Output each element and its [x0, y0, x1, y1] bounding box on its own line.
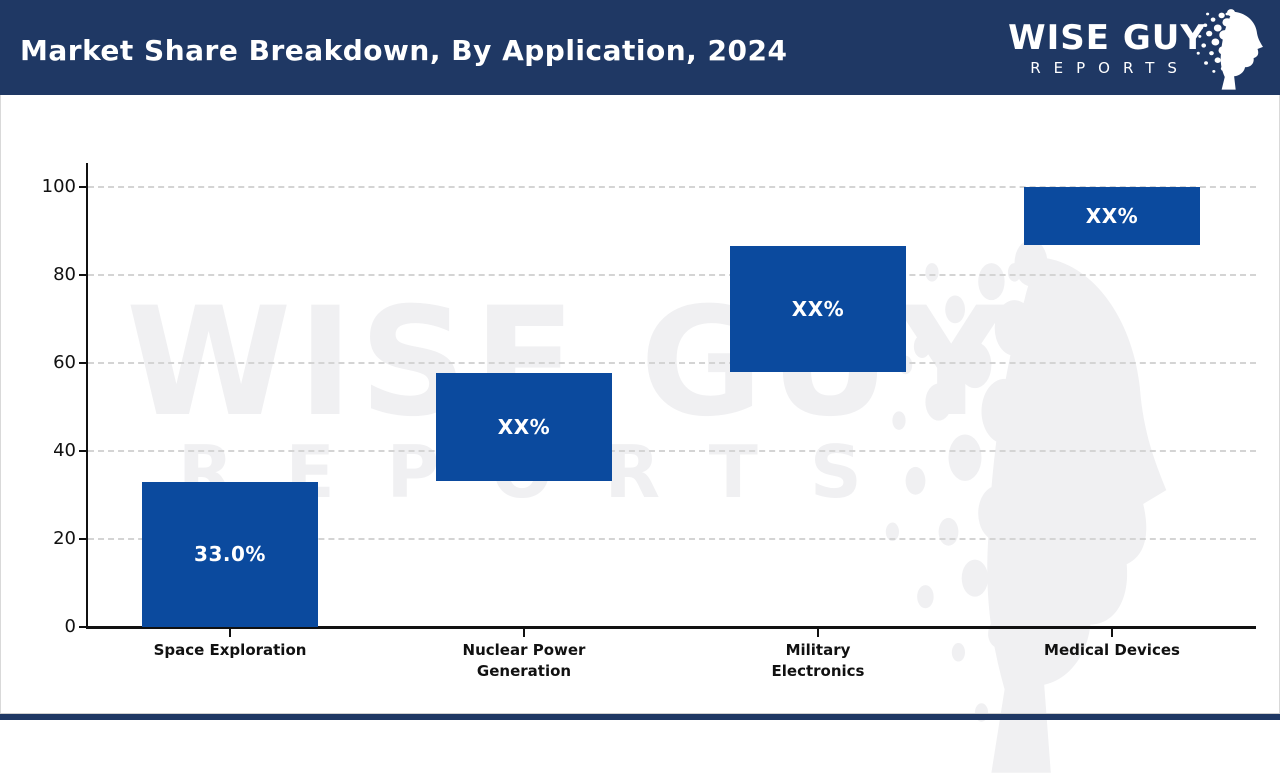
head-profile-logo-icon: [1196, 9, 1263, 90]
y-tick-label: 60: [53, 352, 76, 373]
footer-bar: [0, 714, 1280, 720]
y-axis-spine: [86, 163, 88, 629]
logo-wiseguy-wordmark: WISE GUY: [1008, 18, 1206, 59]
gridline: [88, 450, 1256, 452]
header: Market Share Breakdown, By Application, …: [0, 0, 1280, 95]
y-tick: [79, 186, 88, 188]
bar-value-label: XX%: [791, 297, 845, 322]
y-tick-label: 40: [53, 440, 76, 461]
x-tick: [817, 629, 819, 637]
x-category-label-line: Electronics: [771, 662, 865, 680]
y-tick: [79, 274, 88, 276]
footer-divider: [0, 713, 1280, 714]
logo-reports-wordmark: REPORTS: [1030, 58, 1190, 77]
x-tick: [523, 629, 525, 637]
y-tick: [79, 538, 88, 540]
x-category-label-line: Military: [785, 641, 851, 659]
plot-area: 0 20 40 60 80 100 33.0% Space Exploration XX% Nuc…: [41, 163, 1256, 682]
y-tick-label: 80: [53, 264, 76, 285]
y-tick: [79, 626, 88, 628]
y-tick-label: 20: [53, 528, 76, 549]
bar-value-label: 33.0%: [194, 542, 266, 567]
x-tick: [229, 629, 231, 637]
y-tick-label: 0: [64, 616, 76, 637]
x-category-label-line: Medical Devices: [1044, 641, 1180, 659]
logo: WISE GUY REPORTS: [1008, 6, 1270, 92]
x-category-label: Space Exploration: [110, 640, 350, 661]
bar: XX%: [730, 245, 906, 373]
gridline: [88, 274, 1256, 276]
x-category-label-line: Space Exploration: [153, 641, 307, 659]
bar: XX%: [1024, 187, 1200, 246]
page-title: Market Share Breakdown, By Application, …: [20, 34, 788, 67]
x-category-label: Military Electronics: [698, 640, 938, 682]
bar: XX%: [436, 373, 612, 481]
gridline: [88, 362, 1256, 364]
x-category-label: Nuclear Power Generation: [404, 640, 644, 682]
y-tick: [79, 450, 88, 452]
y-tick-label: 100: [41, 176, 76, 197]
gridline: [88, 538, 1256, 540]
y-tick: [79, 362, 88, 364]
gridline: [88, 186, 1256, 188]
x-category-label: Medical Devices: [992, 640, 1232, 661]
x-axis-baseline: [86, 626, 1256, 629]
x-category-label-line: Nuclear Power: [462, 641, 586, 659]
x-category-label-line: Generation: [476, 662, 572, 680]
bar: 33.0%: [142, 481, 318, 627]
bar-value-label: XX%: [1085, 204, 1139, 229]
bar-value-label: XX%: [497, 415, 551, 439]
x-tick: [1111, 629, 1113, 637]
logo-text: WISE GUY REPORTS: [1008, 18, 1206, 77]
